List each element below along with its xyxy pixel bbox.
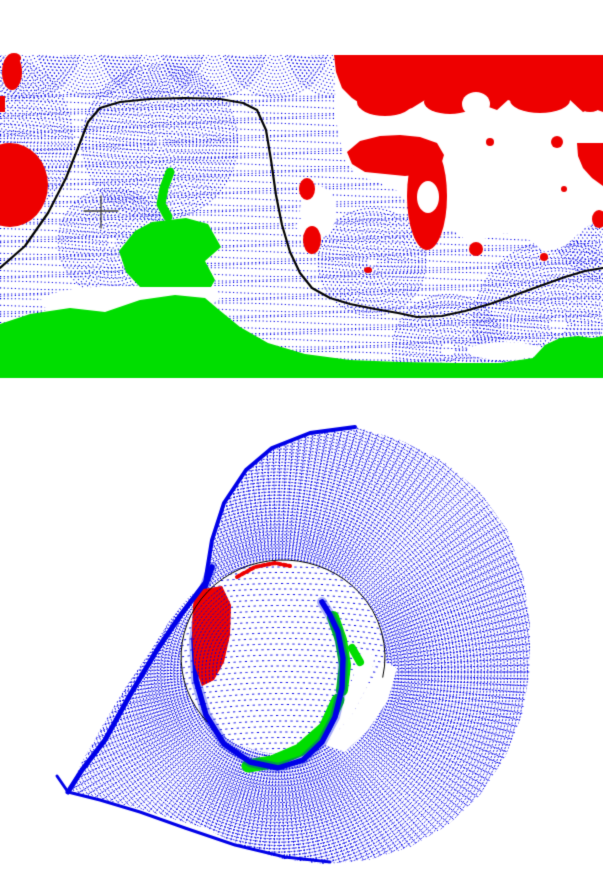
dynamical-system-figure-canvas	[0, 0, 603, 871]
figure	[0, 0, 603, 871]
